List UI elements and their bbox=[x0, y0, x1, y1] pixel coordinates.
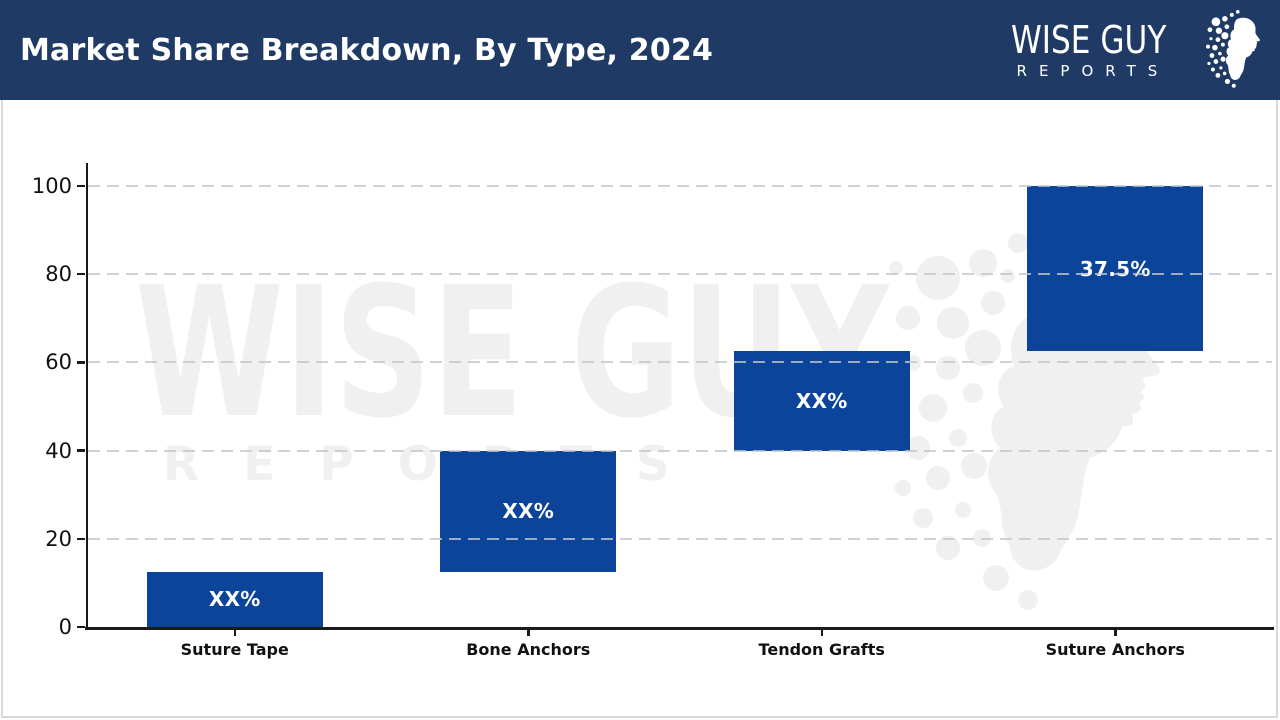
y-tick-mark-100 bbox=[77, 184, 85, 188]
x-tick-label-0: Suture Tape bbox=[180, 640, 289, 659]
brand-name: WISE GUY bbox=[1010, 17, 1166, 62]
brand-subname: REPORTS bbox=[1016, 61, 1170, 80]
y-tick-label-60: 60 bbox=[45, 350, 72, 375]
y-axis-line bbox=[85, 163, 88, 629]
x-tick-mark-1 bbox=[527, 629, 530, 636]
bar-segment-3: 37.5% bbox=[1027, 186, 1204, 352]
bar-value-label: XX% bbox=[502, 499, 555, 524]
x-tick-label-1: Bone Anchors bbox=[466, 640, 591, 659]
plot-area: 0 20 40 60 80 100 XX% Suture Tape XX% Bone Anchor… bbox=[32, 163, 1274, 659]
y-tick-mark-40 bbox=[77, 449, 85, 452]
bar-value-label: XX% bbox=[208, 587, 261, 612]
y-tick-mark-20 bbox=[77, 537, 85, 541]
gridline-60 bbox=[88, 361, 1272, 364]
x-tick-mark-2 bbox=[820, 629, 823, 636]
bar-segment-2: XX% bbox=[733, 351, 910, 451]
y-tick-label-20: 20 bbox=[45, 526, 72, 551]
y-tick-mark-60 bbox=[77, 361, 85, 364]
y-tick-label-80: 80 bbox=[45, 262, 72, 287]
header-bar: Market Share Breakdown, By Type, 2024 WI… bbox=[0, 0, 1280, 100]
y-tick-label-0: 0 bbox=[58, 615, 72, 639]
chart-title: Market Share Breakdown, By Type, 2024 bbox=[20, 32, 714, 68]
brand-logo: WISE GUY REPORTS bbox=[1011, 0, 1266, 100]
y-tick-mark-0 bbox=[77, 625, 85, 629]
brand-logo-text: WISE GUY REPORTS bbox=[1011, 21, 1200, 80]
y-tick-mark-80 bbox=[77, 272, 85, 276]
brand-face-icon bbox=[1205, 10, 1260, 88]
y-tick-label-100: 100 bbox=[31, 174, 72, 198]
bar-segment-0: XX% bbox=[146, 571, 323, 627]
gridline-20 bbox=[88, 537, 1272, 540]
x-tick-label-3: Suture Anchors bbox=[1045, 640, 1185, 659]
bar-value-label: 37.5% bbox=[1079, 256, 1151, 281]
bar-value-label: XX% bbox=[795, 389, 848, 413]
bar-segment-1: XX% bbox=[440, 450, 617, 572]
y-tick-label-40: 40 bbox=[45, 438, 72, 463]
gridline-40 bbox=[88, 449, 1272, 452]
x-tick-mark-0 bbox=[233, 629, 236, 636]
x-axis-line bbox=[85, 627, 1274, 630]
x-tick-label-2: Tendon Grafts bbox=[758, 640, 885, 659]
x-tick-mark-3 bbox=[1114, 629, 1117, 636]
